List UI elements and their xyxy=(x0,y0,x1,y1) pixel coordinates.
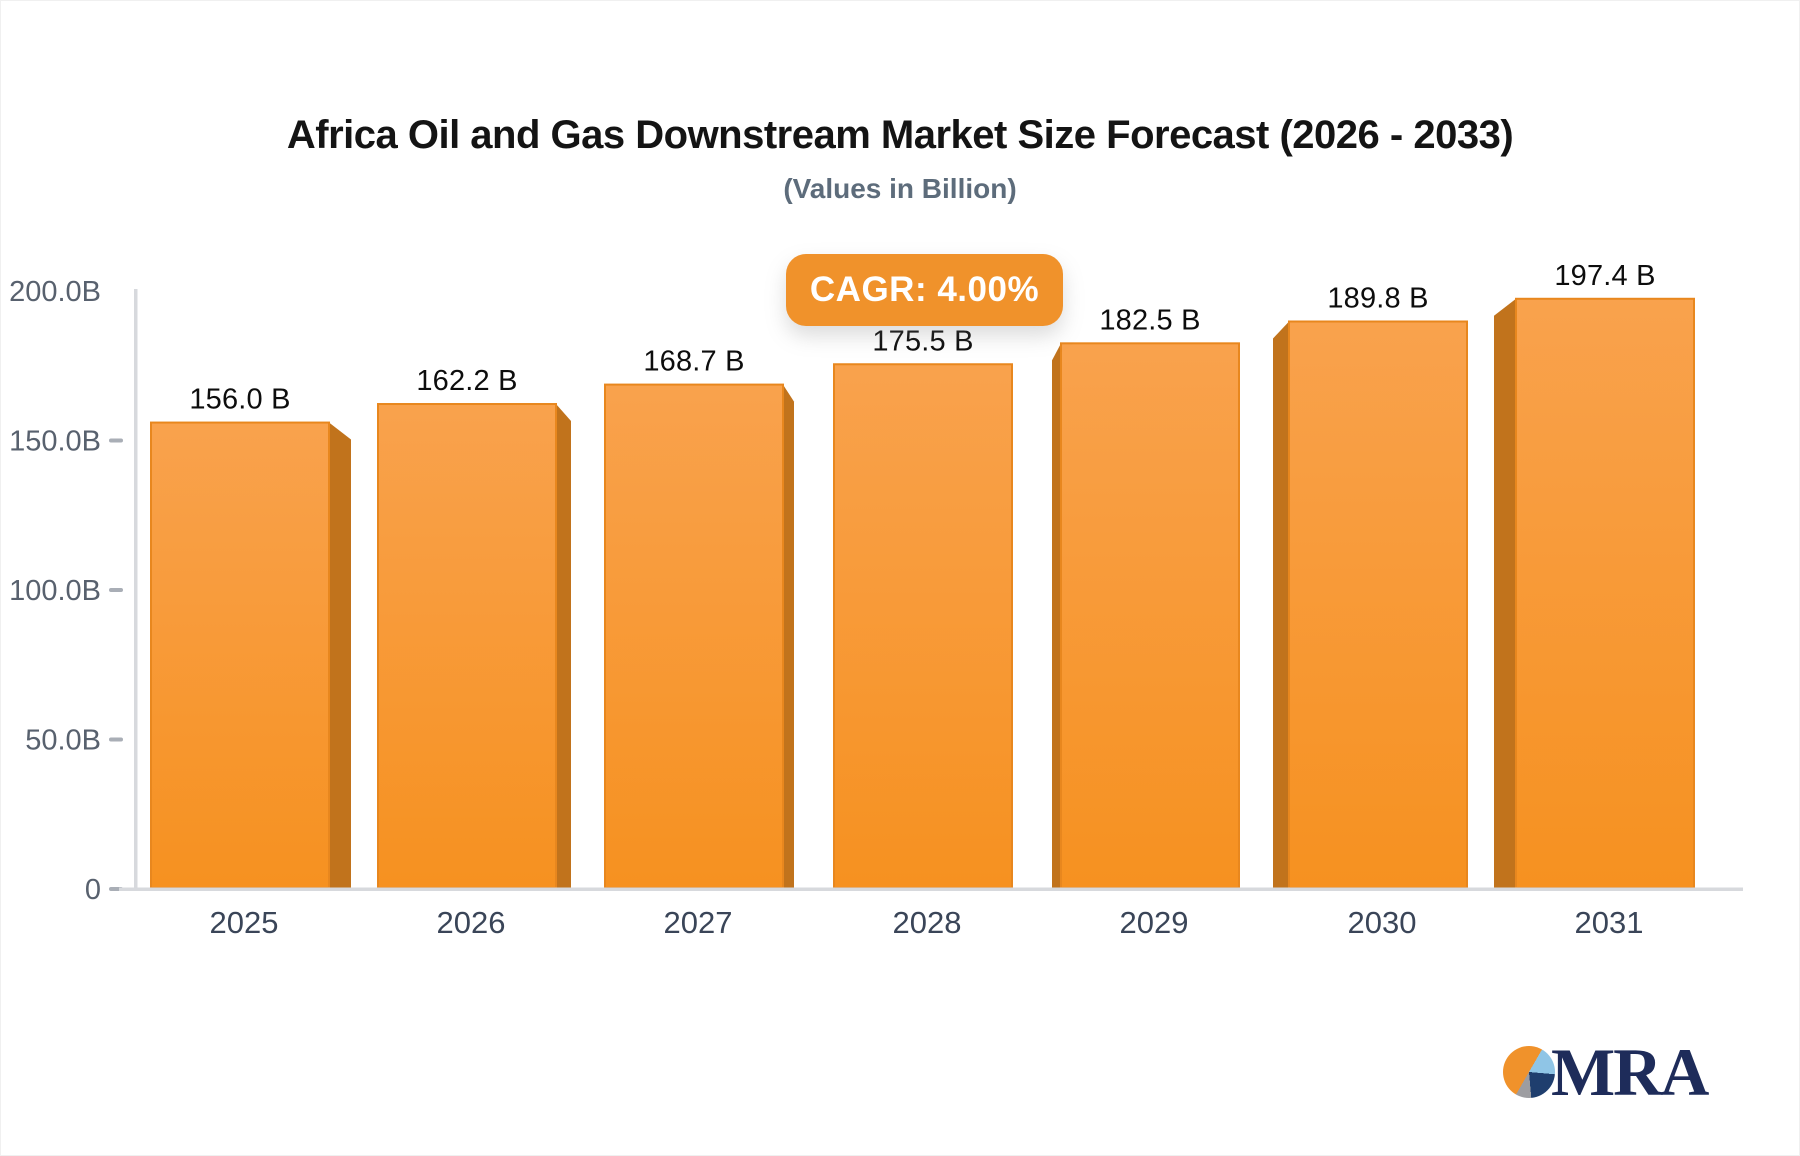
bar-value-label: 182.5 B xyxy=(1099,304,1200,336)
cagr-badge-label: CAGR: 4.00% xyxy=(809,270,1040,309)
pie-chart-logo-icon xyxy=(1503,1046,1555,1098)
y-tick-label: 150.0B xyxy=(9,426,101,458)
y-tick-dash xyxy=(109,588,123,592)
bar-face xyxy=(604,383,784,889)
bar-value-label: 197.4 B xyxy=(1554,260,1655,292)
x-tick-label: 2026 xyxy=(437,905,506,940)
bar-face xyxy=(1288,320,1468,889)
bar-side xyxy=(556,404,571,888)
bar-side xyxy=(783,384,794,888)
bar-side xyxy=(1052,343,1061,888)
bar-side xyxy=(1494,298,1516,888)
y-axis-line xyxy=(134,289,138,891)
bar-face xyxy=(833,363,1013,889)
bar-face xyxy=(1060,342,1240,889)
brand-name: MRA xyxy=(1551,1034,1709,1110)
x-tick-label: 2029 xyxy=(1120,905,1189,940)
bar-face xyxy=(150,421,330,889)
bar-value-label: 156.0 B xyxy=(189,384,290,416)
y-tick-dash xyxy=(109,737,123,742)
bar-side xyxy=(329,422,351,888)
bar-value-label: 168.7 B xyxy=(643,346,744,378)
x-tick-label: 2025 xyxy=(210,905,279,940)
y-tick-dash xyxy=(109,438,123,443)
bar-value-label: 162.2 B xyxy=(416,365,517,397)
y-tick-label: 200.0B xyxy=(9,276,101,308)
bar-face xyxy=(1515,297,1695,889)
bar-value-label: 189.8 B xyxy=(1327,282,1428,314)
x-tick-label: 2031 xyxy=(1575,905,1644,940)
y-tick-label: 100.0B xyxy=(9,575,101,607)
bar-face xyxy=(377,403,557,889)
chart-subtitle: (Values in Billion) xyxy=(783,173,1017,204)
bar-value-label: 175.5 B xyxy=(872,325,973,357)
brand-logo: MRA xyxy=(1503,1034,1709,1110)
chart-title: Africa Oil and Gas Downstream Market Siz… xyxy=(286,113,1514,157)
x-tick-label: 2030 xyxy=(1348,905,1417,940)
cagr-badge: CAGR: 4.00% xyxy=(786,254,1063,326)
x-tick-label: 2027 xyxy=(664,905,733,940)
y-tick-label: 0 xyxy=(85,874,101,906)
bar-side xyxy=(1273,321,1289,888)
x-axis-line xyxy=(119,887,1743,891)
x-tick-label: 2028 xyxy=(893,905,962,940)
y-tick-label: 50.0B xyxy=(25,725,101,757)
